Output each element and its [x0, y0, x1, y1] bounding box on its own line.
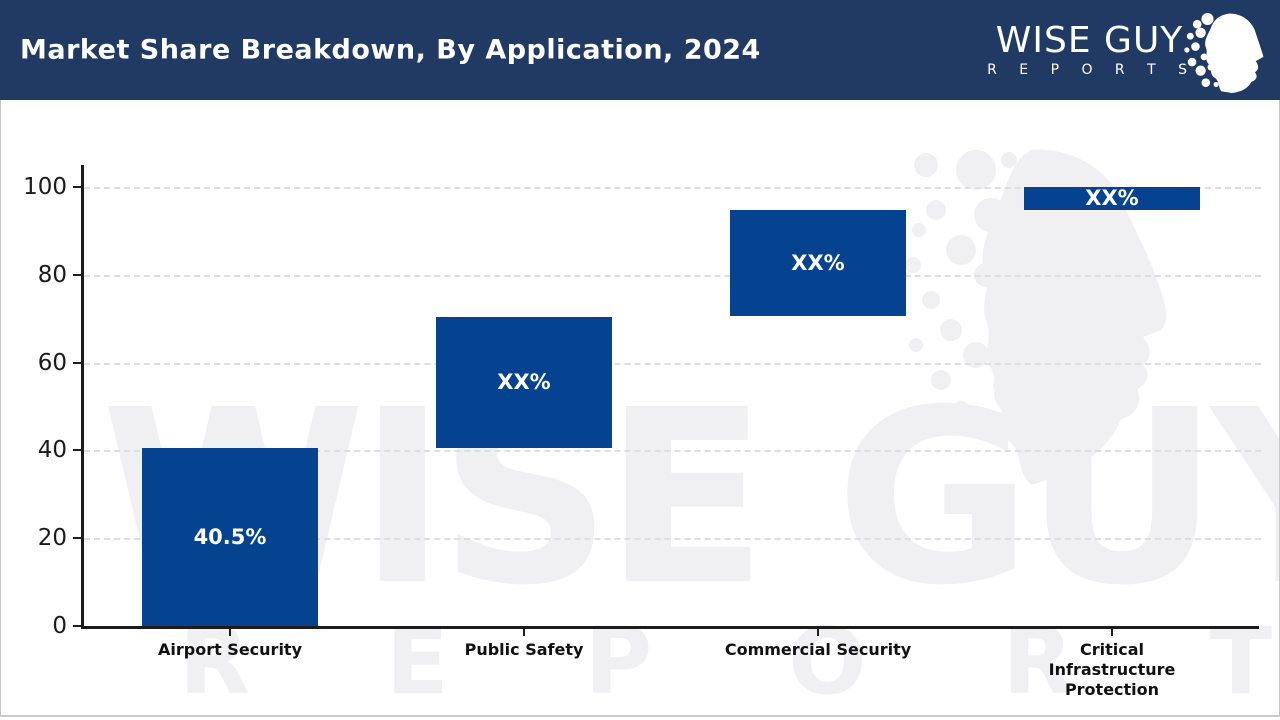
gridline-60 [84, 362, 1261, 365]
bar-commercial-security [730, 209, 906, 317]
y-tick-label-20: 20 [37, 525, 67, 552]
watermark-face-icon [905, 149, 1167, 485]
bar-value-label-airport-security: 40.5% [193, 525, 267, 550]
y-tick-label-60: 60 [37, 349, 67, 376]
category-label-public-safety: Public Safety [464, 640, 584, 659]
gridline-100 [84, 187, 1261, 189]
bar-public-safety [436, 316, 612, 449]
y-tick-label-0: 0 [52, 613, 67, 639]
logo-wordmark: WISE GUY [995, 19, 1184, 61]
y-tick-20 [73, 537, 81, 540]
y-tick-label-40: 40 [37, 437, 67, 464]
y-tick-80 [73, 273, 81, 276]
x-tick-critical-infrastructure-protection [1111, 628, 1113, 636]
x-tick-airport-security [229, 628, 231, 636]
category-label-commercial-security: Commercial Security [724, 640, 912, 659]
gridline-20 [84, 538, 1261, 541]
page-title: Market Share Breakdown, By Application, … [20, 34, 761, 66]
x-tick-public-safety [523, 628, 525, 636]
x-tick-commercial-security [817, 628, 819, 636]
bar-critical-infrastructure-protection [1024, 187, 1200, 210]
y-tick-100 [73, 186, 81, 188]
y-axis-line [81, 165, 84, 628]
logo-subtext: R E P O R T S [987, 61, 1196, 78]
bar-airport-security [142, 448, 318, 626]
bar-value-label-commercial-security: XX% [791, 251, 845, 276]
y-tick-label-80: 80 [37, 261, 67, 288]
watermark-subtext: R E P O R T S [179, 608, 1279, 715]
y-tick-0 [73, 625, 81, 627]
category-label-airport-security: Airport Security [157, 640, 302, 659]
y-tick-40 [73, 449, 81, 452]
category-label-critical-infrastructure-protection: Critical Infrastructure Protection [1048, 640, 1176, 699]
plot-area: 0 20 40 60 80 100 40.5% XX% XX% XX% Airport Secu… [1, 100, 1279, 715]
logo-text: WISE GUY R E P O R T S [983, 19, 1196, 78]
bar-value-label-critical-infrastructure-protection: XX% [1085, 186, 1139, 211]
gridline-40 [84, 450, 1261, 453]
gridline-80 [84, 274, 1261, 277]
bar-value-label-public-safety: XX% [497, 370, 551, 395]
y-tick-label-100: 100 [23, 174, 67, 200]
y-tick-60 [73, 361, 81, 364]
header: Market Share Breakdown, By Application, … [0, 0, 1280, 100]
x-axis-line [81, 626, 1259, 629]
logo-face-icon [1184, 13, 1264, 93]
brand-logo: WISE GUY R E P O R T S [983, 7, 1266, 93]
